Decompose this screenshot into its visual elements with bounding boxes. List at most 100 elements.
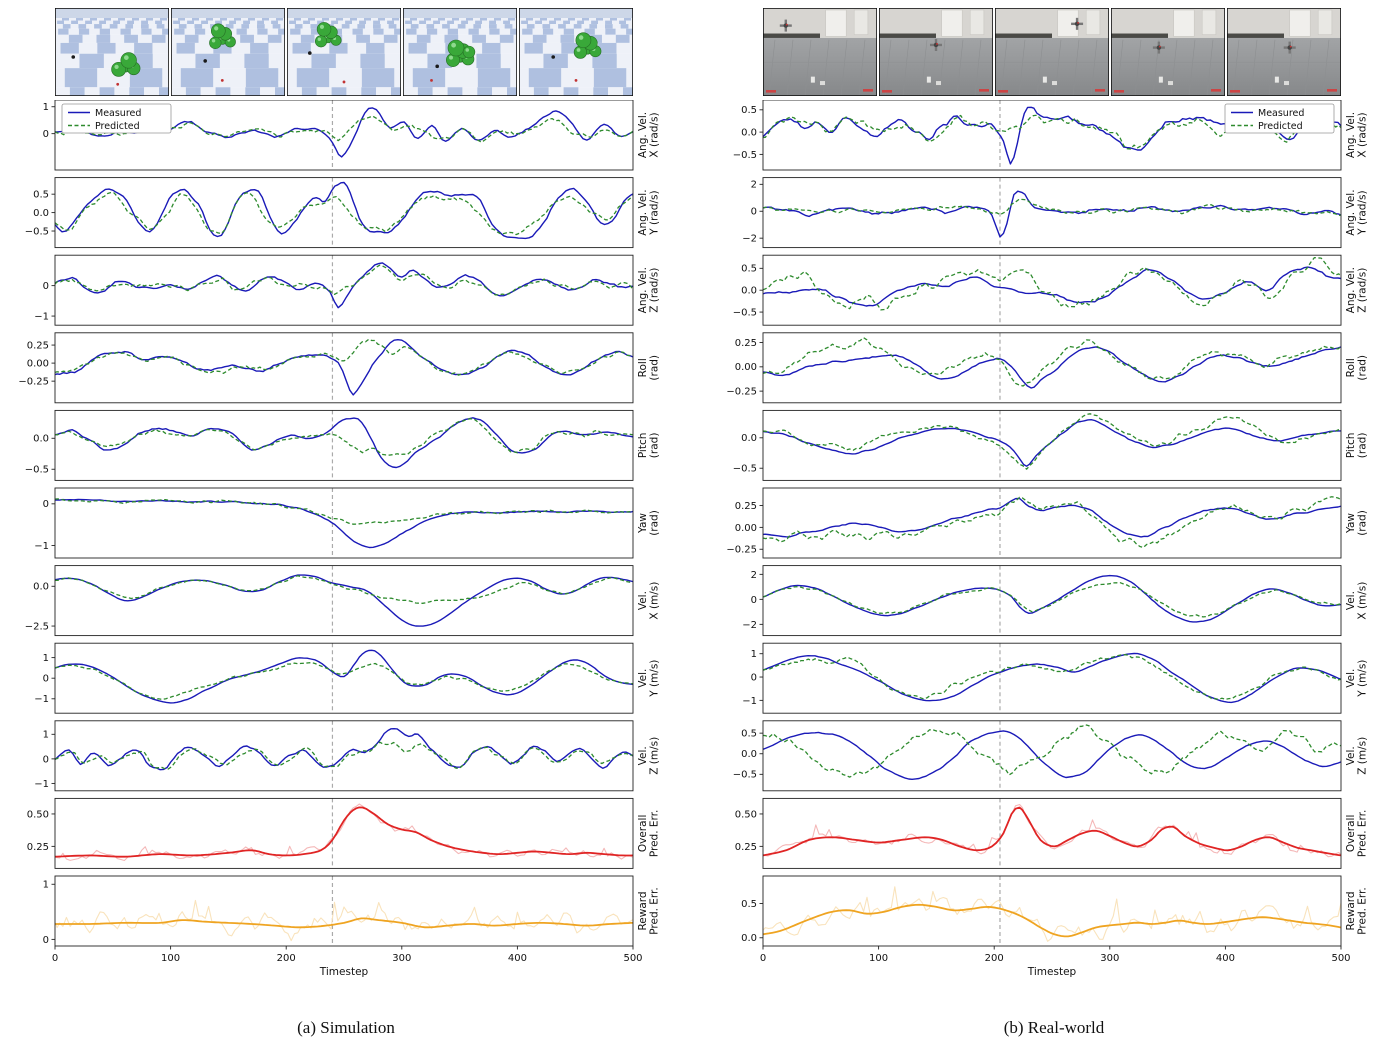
smoothed-error-line bbox=[55, 917, 633, 929]
right-axis-label: Vel. Z (m/s) bbox=[637, 737, 661, 775]
svg-text:(rad): (rad) bbox=[649, 510, 661, 536]
x-tick-label: 500 bbox=[623, 953, 642, 964]
y-tick-label: 0 bbox=[43, 754, 49, 765]
svg-text:(rad): (rad) bbox=[1357, 355, 1369, 381]
smoothed-error-line bbox=[55, 806, 633, 858]
y-tick-label: 0.0 bbox=[741, 749, 757, 760]
y-tick-label: −1 bbox=[742, 696, 757, 707]
caption-simulation: (a) Simulation bbox=[297, 1018, 395, 1037]
panel-ang-vel-x-rad-s-: 0.5 0.0 −0.5 Ang. Vel. X (rad/s) Measured Pred… bbox=[733, 99, 1369, 171]
y-tick-label: 0 bbox=[43, 674, 49, 685]
panel-roll-rad-: 0.25 0.00 −0.25 Roll (rad) bbox=[726, 332, 1369, 404]
panel-vel-y-m-s-: 1 0 −1 Vel. Y (m/s) bbox=[34, 642, 661, 714]
panel-roll-rad-: 0.25 0.00 −0.25 Roll (rad) bbox=[18, 332, 661, 404]
x-tick-label: 100 bbox=[869, 953, 888, 964]
y-tick-label: 2 bbox=[751, 180, 757, 191]
right-axis-label: Vel. X (m/s) bbox=[1345, 582, 1369, 620]
panel-pitch-rad-: 0.0 −0.5 Pitch (rad) bbox=[25, 409, 661, 481]
predicted-line bbox=[763, 582, 1341, 618]
x-tick-label: 200 bbox=[277, 953, 296, 964]
right-axis-label: Reward Pred. Err. bbox=[637, 887, 661, 935]
svg-text:Overall: Overall bbox=[1345, 815, 1357, 853]
predicted-line bbox=[763, 256, 1341, 311]
y-tick-label: 1 bbox=[751, 649, 757, 660]
x-tick-label: 500 bbox=[1331, 953, 1350, 964]
y-tick-label: 0.5 bbox=[741, 899, 757, 910]
panel-yaw-rad-: 0.25 0.00 −0.25 Yaw (rad) bbox=[726, 487, 1369, 559]
svg-text:Yaw: Yaw bbox=[637, 513, 649, 534]
svg-text:Ang. Vel.: Ang. Vel. bbox=[637, 189, 649, 235]
panel-vel-y-m-s-: 1 0 −1 Vel. Y (m/s) bbox=[742, 642, 1369, 714]
y-tick-label: 0 bbox=[751, 672, 757, 683]
svg-text:Y (m/s): Y (m/s) bbox=[1357, 660, 1369, 698]
svg-text:Vel.: Vel. bbox=[1345, 669, 1357, 688]
svg-text:Reward: Reward bbox=[1345, 891, 1357, 930]
real-world-panels: 0.50.0−0.5 Ang. Vel. X (rad/s)MeasuredPred… bbox=[726, 99, 1369, 978]
right-axis-label: Pitch (rad) bbox=[1345, 433, 1369, 459]
right-axis-label: Reward Pred. Err. bbox=[1345, 887, 1369, 935]
column-realworld: 0.5 0.0 −0.5 Ang. Vel. X (rad/s) Measured Pred… bbox=[718, 0, 1390, 1052]
y-tick-label: 0.0 bbox=[33, 208, 49, 219]
y-tick-label: 0.25 bbox=[27, 340, 49, 351]
measured-line bbox=[55, 728, 633, 771]
panel-ang-vel-z-rad-s-: 0.5 0.0 −0.5 Ang. Vel. Z (rad/s) bbox=[733, 254, 1369, 326]
svg-text:Vel.: Vel. bbox=[1345, 746, 1357, 765]
measured-line bbox=[763, 574, 1341, 623]
y-tick-label: 0 bbox=[43, 935, 49, 946]
measured-line bbox=[55, 574, 633, 627]
predicted-line bbox=[763, 496, 1341, 549]
y-tick-label: −1 bbox=[34, 311, 49, 322]
measured-line bbox=[763, 652, 1341, 704]
panel-vel-z-m-s-: 1 0 −1 Vel. Z (m/s) bbox=[34, 720, 661, 792]
sim-chart: 1 0 Ang. Vel. X (rad/s) Measured Predicted 0.5… bbox=[10, 99, 682, 990]
svg-text:Reward: Reward bbox=[637, 891, 649, 930]
svg-text:Y (rad/s): Y (rad/s) bbox=[649, 190, 661, 235]
film-frame bbox=[287, 8, 401, 96]
measured-line bbox=[55, 181, 633, 240]
raw-error-line bbox=[763, 886, 1341, 942]
y-tick-label: 0.25 bbox=[735, 501, 757, 512]
panel-ang-vel-x-rad-s-: 1 0 Ang. Vel. X (rad/s) Measured Predicted bbox=[43, 99, 661, 171]
svg-text:Ang. Vel.: Ang. Vel. bbox=[1345, 267, 1357, 313]
svg-text:Pred. Err.: Pred. Err. bbox=[1357, 810, 1369, 858]
y-tick-label: 0.0 bbox=[741, 433, 757, 444]
film-frame bbox=[879, 8, 993, 96]
svg-text:Roll: Roll bbox=[637, 358, 649, 377]
svg-text:Vel.: Vel. bbox=[1345, 591, 1357, 610]
svg-text:Pred. Err.: Pred. Err. bbox=[649, 887, 661, 935]
predicted-line bbox=[763, 653, 1341, 701]
y-tick-label: 0.0 bbox=[741, 128, 757, 139]
y-tick-label: 0.5 bbox=[33, 190, 49, 201]
svg-text:Y (m/s): Y (m/s) bbox=[649, 660, 661, 698]
right-axis-label: Yaw (rad) bbox=[637, 510, 661, 536]
right-axis-label: Yaw (rad) bbox=[1345, 510, 1369, 536]
right-axis-label: Ang. Vel. Y (rad/s) bbox=[637, 189, 661, 235]
film-frame bbox=[519, 8, 633, 96]
right-axis-label: Vel. Y (m/s) bbox=[637, 660, 661, 698]
right-axis-label: Overall Pred. Err. bbox=[637, 810, 661, 858]
panel-vel-x-m-s-: 2 0 −2 Vel. X (m/s) bbox=[742, 565, 1369, 637]
measured-line bbox=[55, 498, 633, 549]
y-tick-label: 0 bbox=[43, 499, 49, 510]
measured-line bbox=[55, 339, 633, 396]
right-axis-label: Vel. Y (m/s) bbox=[1345, 660, 1369, 698]
panel-overall-pred-err-: 0.50 0.25 Overall Pred. Err. bbox=[27, 797, 661, 869]
svg-text:Ang. Vel.: Ang. Vel. bbox=[637, 112, 649, 158]
predicted-line bbox=[55, 264, 633, 296]
legend: Measured Predicted bbox=[1224, 103, 1335, 134]
panel-yaw-rad-: 0 −1 Yaw (rad) bbox=[34, 487, 661, 559]
column-simulation: 1 0 Ang. Vel. X (rad/s) Measured Predicted 0.5… bbox=[10, 0, 682, 1052]
y-tick-label: 0.00 bbox=[27, 359, 49, 370]
svg-text:Z (m/s): Z (m/s) bbox=[649, 737, 661, 775]
x-tick-label: 400 bbox=[508, 953, 527, 964]
svg-text:(rad): (rad) bbox=[1357, 433, 1369, 459]
svg-text:Overall: Overall bbox=[637, 815, 649, 853]
y-tick-label: 0 bbox=[43, 281, 49, 292]
y-tick-label: −0.5 bbox=[733, 150, 757, 161]
right-axis-label: Overall Pred. Err. bbox=[1345, 810, 1369, 858]
svg-text:Z (rad/s): Z (rad/s) bbox=[1357, 268, 1369, 313]
film-frame bbox=[171, 8, 285, 96]
svg-text:Vel.: Vel. bbox=[637, 591, 649, 610]
panel-pitch-rad-: 0.0 −0.5 Pitch (rad) bbox=[733, 409, 1369, 481]
